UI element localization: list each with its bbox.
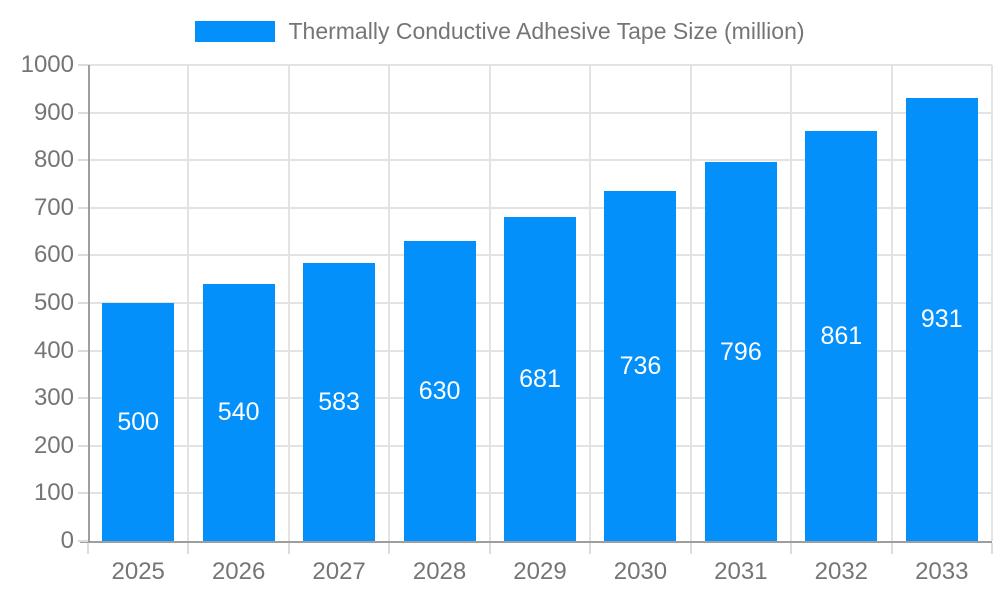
x-gridline bbox=[890, 65, 893, 541]
bar-value-label: 583 bbox=[318, 388, 360, 417]
x-axis-line bbox=[80, 541, 992, 543]
x-tick-label: 2031 bbox=[714, 558, 768, 585]
bar-value-label: 861 bbox=[820, 322, 863, 351]
bar-value-label: 736 bbox=[619, 351, 662, 380]
x-tick-label: 2030 bbox=[613, 558, 668, 585]
x-tick-label: 2033 bbox=[915, 558, 969, 585]
bar-value-label: 796 bbox=[720, 337, 762, 366]
x-tick-label: 2026 bbox=[211, 558, 266, 585]
bar-value-label: 540 bbox=[217, 398, 260, 427]
bar: 630 bbox=[403, 241, 476, 541]
y-tick-label: 100 bbox=[33, 479, 74, 507]
x-tick-label: 2029 bbox=[513, 558, 567, 585]
y-gridline bbox=[88, 206, 992, 209]
bar: 500 bbox=[102, 303, 175, 541]
x-tick-label: 2028 bbox=[412, 558, 467, 585]
y-tick-label: 600 bbox=[33, 241, 74, 269]
y-tick-label: 500 bbox=[33, 289, 74, 316]
legend: Thermally Conductive Adhesive Tape Size … bbox=[0, 16, 1000, 46]
x-tick-mark bbox=[388, 543, 391, 554]
y-tick-mark bbox=[78, 444, 88, 447]
y-tick-label: 700 bbox=[33, 193, 74, 221]
bar-value-label: 681 bbox=[519, 364, 561, 393]
bar: 861 bbox=[805, 131, 878, 541]
bar-value-label: 630 bbox=[418, 377, 461, 406]
bar: 796 bbox=[704, 162, 777, 541]
bar-value-label: 500 bbox=[117, 408, 160, 436]
x-tick-mark bbox=[488, 543, 491, 554]
y-tick-mark bbox=[78, 349, 88, 352]
bar: 681 bbox=[504, 216, 576, 541]
y-tick-mark bbox=[78, 111, 88, 114]
y-tick-label: 800 bbox=[33, 146, 74, 174]
y-tick-label: 400 bbox=[33, 336, 74, 364]
x-gridline bbox=[187, 65, 190, 541]
y-gridline bbox=[88, 159, 992, 162]
y-tick-mark bbox=[78, 540, 88, 542]
x-gridline bbox=[790, 65, 793, 541]
y-tick-mark bbox=[78, 397, 88, 400]
y-tick-label: 1000 bbox=[20, 51, 74, 78]
y-tick-mark bbox=[78, 206, 88, 209]
y-tick-label: 0 bbox=[60, 527, 74, 554]
bar-value-label: 931 bbox=[920, 305, 963, 334]
x-tick-mark bbox=[991, 543, 993, 554]
x-gridline bbox=[589, 65, 592, 541]
x-tick-label: 2027 bbox=[312, 558, 366, 585]
y-tick-mark bbox=[78, 302, 88, 304]
x-gridline bbox=[388, 65, 391, 541]
bar: 736 bbox=[604, 190, 677, 541]
x-tick-mark bbox=[187, 543, 190, 554]
y-tick-mark bbox=[78, 254, 88, 257]
y-axis-line bbox=[88, 65, 90, 543]
y-gridline bbox=[88, 64, 992, 66]
y-tick-mark bbox=[78, 492, 88, 495]
bar: 931 bbox=[905, 97, 978, 541]
x-tick-mark bbox=[589, 543, 592, 554]
x-tick-mark bbox=[890, 543, 893, 554]
x-tick-mark bbox=[87, 543, 89, 554]
x-tick-mark bbox=[790, 543, 793, 554]
legend-item[interactable]: Thermally Conductive Adhesive Tape Size … bbox=[195, 17, 805, 45]
legend-swatch-icon bbox=[195, 20, 276, 42]
y-tick-mark bbox=[78, 64, 88, 66]
y-tick-label: 200 bbox=[33, 431, 74, 459]
bar: 540 bbox=[202, 283, 275, 541]
x-tick-label: 2032 bbox=[814, 558, 869, 585]
y-tick-label: 300 bbox=[33, 384, 74, 412]
plot-area: 500 540 583 630 681 736 796 861 931 bbox=[88, 64, 993, 541]
bar: 583 bbox=[303, 263, 376, 541]
y-gridline bbox=[88, 111, 992, 114]
x-gridline bbox=[488, 65, 491, 541]
x-tick-mark bbox=[287, 543, 290, 554]
y-tick-mark bbox=[78, 159, 88, 162]
x-gridline bbox=[991, 65, 993, 541]
y-tick-label: 900 bbox=[33, 98, 74, 126]
legend-label: Thermally Conductive Adhesive Tape Size … bbox=[288, 17, 805, 44]
x-tick-label: 2025 bbox=[111, 558, 165, 585]
x-gridline bbox=[689, 65, 692, 541]
x-tick-mark bbox=[689, 543, 692, 554]
x-gridline bbox=[287, 65, 290, 541]
